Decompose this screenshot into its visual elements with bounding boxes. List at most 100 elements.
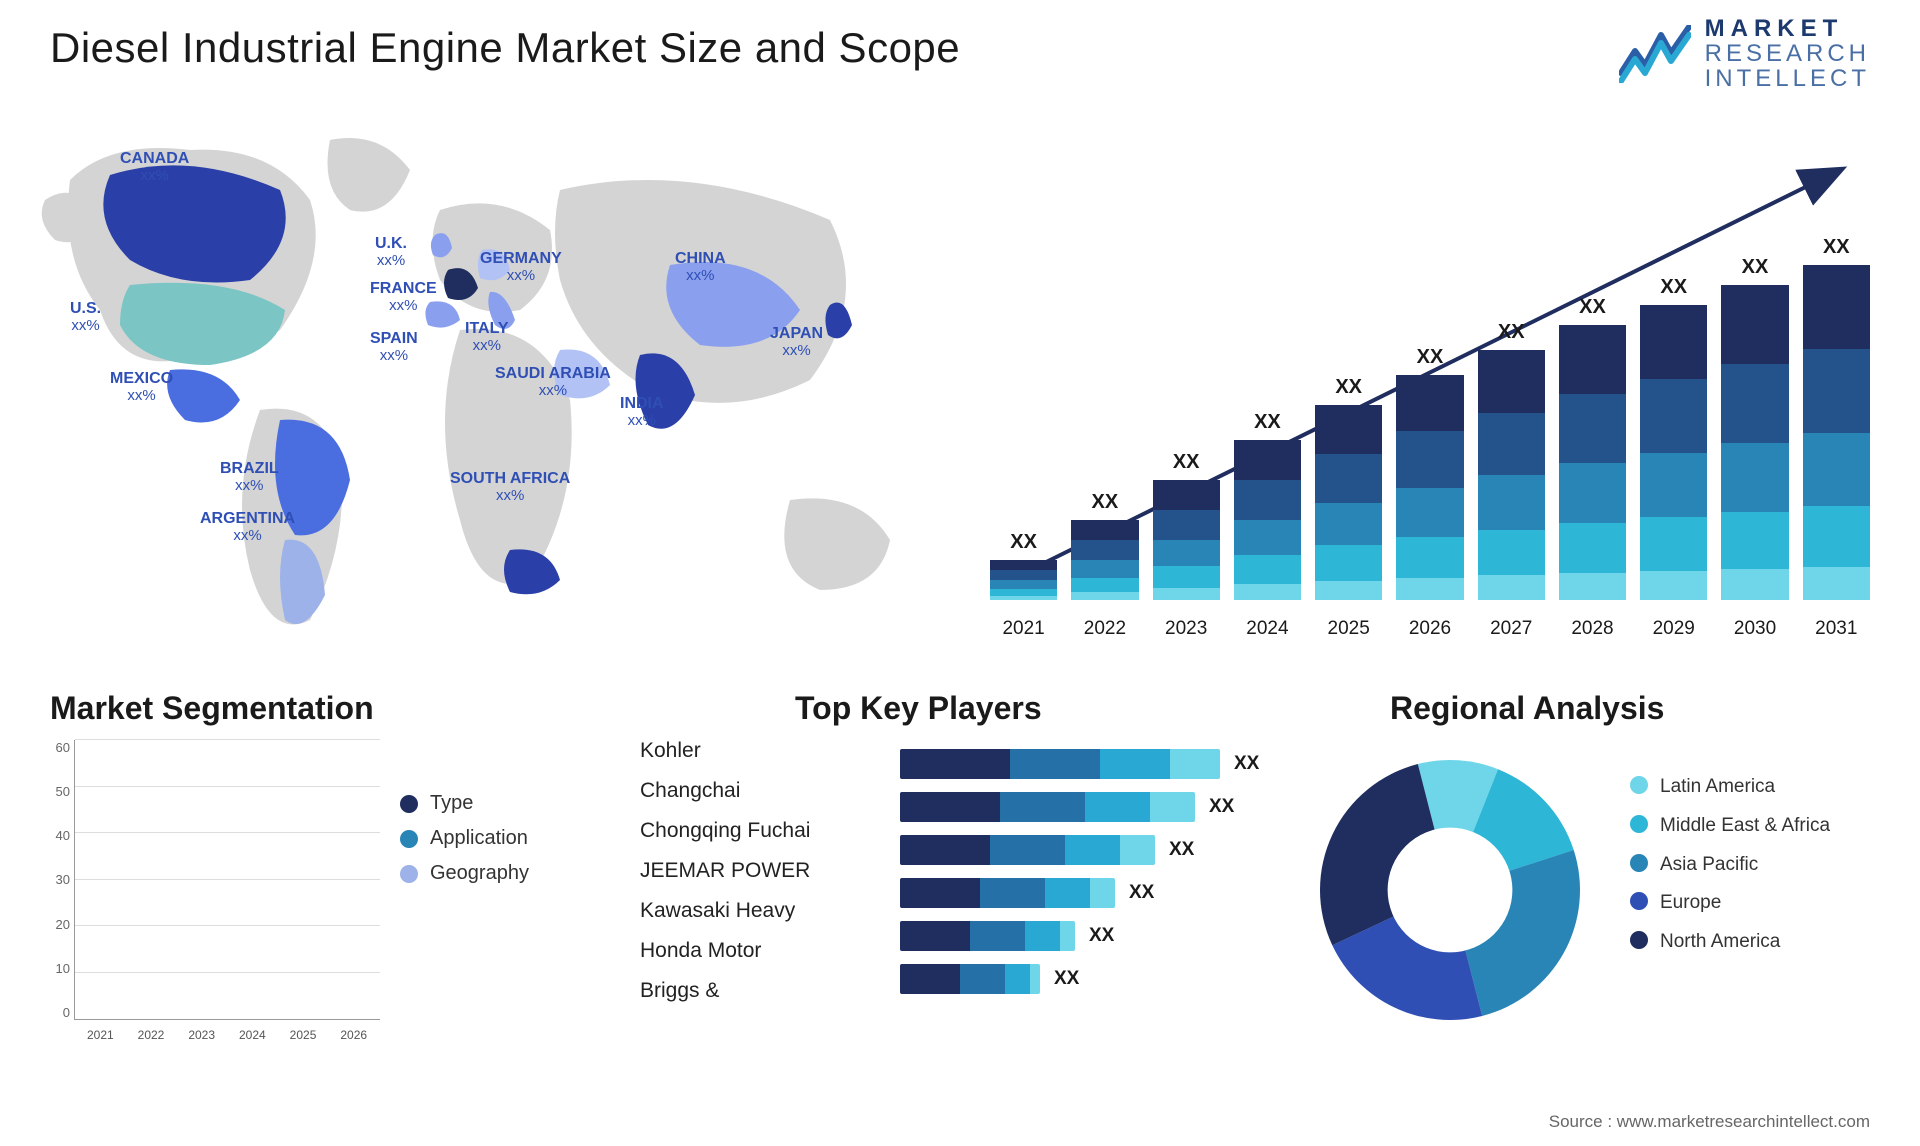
growth-bar: XX bbox=[990, 531, 1057, 600]
growth-year-label: 2029 bbox=[1640, 618, 1707, 640]
seg-year-label: 2022 bbox=[131, 1024, 172, 1050]
growth-bar-value: XX bbox=[1335, 376, 1362, 399]
country-label: ARGENTINAxx% bbox=[200, 510, 295, 544]
country-label: FRANCExx% bbox=[370, 280, 437, 314]
regional-donut bbox=[1300, 740, 1600, 1040]
growth-bar-value: XX bbox=[1010, 531, 1037, 554]
growth-bar: XX bbox=[1803, 236, 1870, 600]
growth-bar-value: XX bbox=[1254, 411, 1281, 434]
country-label: JAPANxx% bbox=[770, 325, 823, 359]
player-name: JEEMAR POWER bbox=[640, 860, 870, 881]
player-row: XX bbox=[900, 748, 1300, 780]
growth-bar: XX bbox=[1315, 376, 1382, 600]
player-row: XX bbox=[900, 920, 1300, 952]
legend-item: Europe bbox=[1630, 892, 1870, 915]
country-label: ITALYxx% bbox=[465, 320, 509, 354]
player-name: Chongqing Fuchai bbox=[640, 820, 870, 841]
player-row: XX bbox=[900, 791, 1300, 823]
growth-bar-value: XX bbox=[1173, 451, 1200, 474]
growth-year-label: 2022 bbox=[1071, 618, 1138, 640]
country-label: CANADAxx% bbox=[120, 150, 189, 184]
growth-year-label: 2024 bbox=[1234, 618, 1301, 640]
growth-bar: XX bbox=[1640, 276, 1707, 600]
player-value: XX bbox=[1209, 796, 1234, 818]
player-value: XX bbox=[1169, 839, 1194, 861]
growth-bar: XX bbox=[1396, 346, 1463, 600]
seg-year-label: 2026 bbox=[333, 1024, 374, 1050]
players-chart: XX XX XX XX XX XX bbox=[900, 748, 1300, 1006]
player-name: Kawasaki Heavy bbox=[640, 900, 870, 921]
seg-ytick: 0 bbox=[40, 1005, 70, 1020]
legend-item: Latin America bbox=[1630, 776, 1870, 799]
growth-year-label: 2021 bbox=[990, 618, 1057, 640]
seg-ytick: 30 bbox=[40, 872, 70, 887]
country-label: U.K.xx% bbox=[375, 235, 407, 269]
legend-item: Type bbox=[400, 792, 600, 815]
growth-chart: XX XX XX XX XX XX XX XX XX XX XX 2021 2022 2023 2024 2… bbox=[990, 140, 1870, 640]
country-label: BRAZILxx% bbox=[220, 460, 279, 494]
world-map: CANADAxx%U.S.xx%MEXICOxx%BRAZILxx%ARGENT… bbox=[30, 120, 950, 670]
growth-bar: XX bbox=[1153, 451, 1220, 600]
growth-bar-value: XX bbox=[1660, 276, 1687, 299]
seg-ytick: 20 bbox=[40, 917, 70, 932]
growth-bar-value: XX bbox=[1417, 346, 1444, 369]
growth-bar-value: XX bbox=[1092, 491, 1119, 514]
growth-year-label: 2026 bbox=[1396, 618, 1463, 640]
seg-ytick: 40 bbox=[40, 828, 70, 843]
growth-year-label: 2031 bbox=[1803, 618, 1870, 640]
player-value: XX bbox=[1054, 968, 1079, 990]
logo-text-2: RESEARCH bbox=[1705, 41, 1870, 66]
regional-legend: Latin AmericaMiddle East & AfricaAsia Pa… bbox=[1630, 760, 1870, 970]
growth-bar: XX bbox=[1478, 321, 1545, 600]
brand-logo: MARKET RESEARCH INTELLECT bbox=[1619, 16, 1870, 92]
growth-year-label: 2023 bbox=[1153, 618, 1220, 640]
legend-item: North America bbox=[1630, 931, 1870, 954]
segmentation-legend: TypeApplicationGeography bbox=[400, 780, 600, 897]
player-name: Briggs & bbox=[640, 980, 870, 1001]
growth-bar-value: XX bbox=[1823, 236, 1850, 259]
country-label: GERMANYxx% bbox=[480, 250, 562, 284]
page-title: Diesel Industrial Engine Market Size and… bbox=[50, 24, 960, 72]
player-name: Kohler bbox=[640, 740, 870, 761]
country-label: CHINAxx% bbox=[675, 250, 726, 284]
legend-item: Middle East & Africa bbox=[1630, 815, 1870, 838]
player-name-list: Kohler Changchai Chongqing Fuchai JEEMAR PO… bbox=[640, 740, 870, 1020]
country-label: SOUTH AFRICAxx% bbox=[450, 470, 570, 504]
growth-year-label: 2030 bbox=[1721, 618, 1788, 640]
country-label: SAUDI ARABIAxx% bbox=[495, 365, 611, 399]
segmentation-chart: 0 10 20 30 40 50 60 2021 2022 2023 2024 2025 2026 bbox=[40, 740, 380, 1050]
country-label: SPAINxx% bbox=[370, 330, 418, 364]
logo-text-1: MARKET bbox=[1705, 16, 1870, 41]
player-value: XX bbox=[1129, 882, 1154, 904]
seg-year-label: 2023 bbox=[181, 1024, 222, 1050]
logo-icon bbox=[1619, 25, 1691, 83]
seg-year-label: 2025 bbox=[283, 1024, 324, 1050]
growth-year-label: 2028 bbox=[1559, 618, 1626, 640]
growth-bar-value: XX bbox=[1498, 321, 1525, 344]
growth-year-label: 2025 bbox=[1315, 618, 1382, 640]
growth-bar: XX bbox=[1721, 256, 1788, 600]
regional-title: Regional Analysis bbox=[1390, 690, 1664, 727]
country-label: INDIAxx% bbox=[620, 395, 664, 429]
player-name: Honda Motor bbox=[640, 940, 870, 961]
player-value: XX bbox=[1089, 925, 1114, 947]
growth-bar: XX bbox=[1234, 411, 1301, 600]
seg-year-label: 2024 bbox=[232, 1024, 273, 1050]
seg-ytick: 60 bbox=[40, 740, 70, 755]
country-label: U.S.xx% bbox=[70, 300, 101, 334]
growth-year-label: 2027 bbox=[1478, 618, 1545, 640]
player-row: XX bbox=[900, 963, 1300, 995]
growth-bar-value: XX bbox=[1579, 296, 1606, 319]
player-row: XX bbox=[900, 834, 1300, 866]
player-name: Changchai bbox=[640, 780, 870, 801]
player-row: XX bbox=[900, 877, 1300, 909]
growth-bar: XX bbox=[1559, 296, 1626, 600]
players-title: Top Key Players bbox=[795, 690, 1042, 727]
segmentation-title: Market Segmentation bbox=[50, 690, 374, 727]
seg-year-label: 2021 bbox=[80, 1024, 121, 1050]
legend-item: Application bbox=[400, 827, 600, 850]
seg-ytick: 10 bbox=[40, 961, 70, 976]
logo-text-3: INTELLECT bbox=[1705, 66, 1870, 91]
source-attribution: Source : www.marketresearchintellect.com bbox=[1549, 1112, 1870, 1132]
seg-ytick: 50 bbox=[40, 784, 70, 799]
